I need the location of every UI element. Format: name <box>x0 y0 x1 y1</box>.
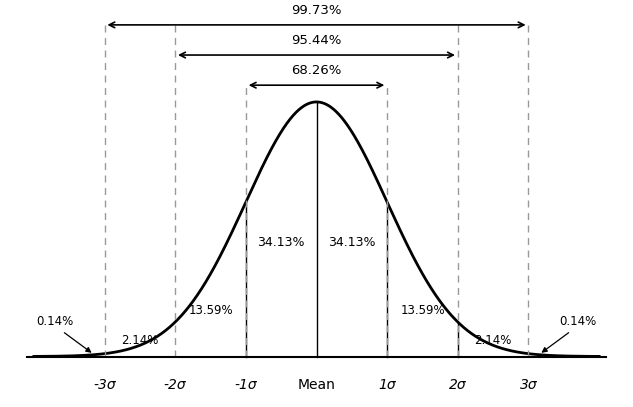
Text: 3σ: 3σ <box>520 378 537 392</box>
Text: 2.14%: 2.14% <box>475 334 512 347</box>
Text: 13.59%: 13.59% <box>188 304 233 317</box>
Text: Mean: Mean <box>298 378 335 392</box>
Text: -2σ: -2σ <box>164 378 187 392</box>
Text: 99.73%: 99.73% <box>291 4 342 17</box>
Text: 0.14%: 0.14% <box>560 315 596 328</box>
Text: 95.44%: 95.44% <box>291 34 342 47</box>
Text: 34.13%: 34.13% <box>258 236 305 249</box>
Text: 2.14%: 2.14% <box>121 334 158 347</box>
Text: -3σ: -3σ <box>93 378 116 392</box>
Text: 34.13%: 34.13% <box>328 236 375 249</box>
Text: 68.26%: 68.26% <box>291 64 342 77</box>
Text: 13.59%: 13.59% <box>400 304 445 317</box>
Text: 2σ: 2σ <box>449 378 467 392</box>
Text: 1σ: 1σ <box>379 378 396 392</box>
Text: 0.14%: 0.14% <box>37 315 73 328</box>
Text: -1σ: -1σ <box>235 378 257 392</box>
